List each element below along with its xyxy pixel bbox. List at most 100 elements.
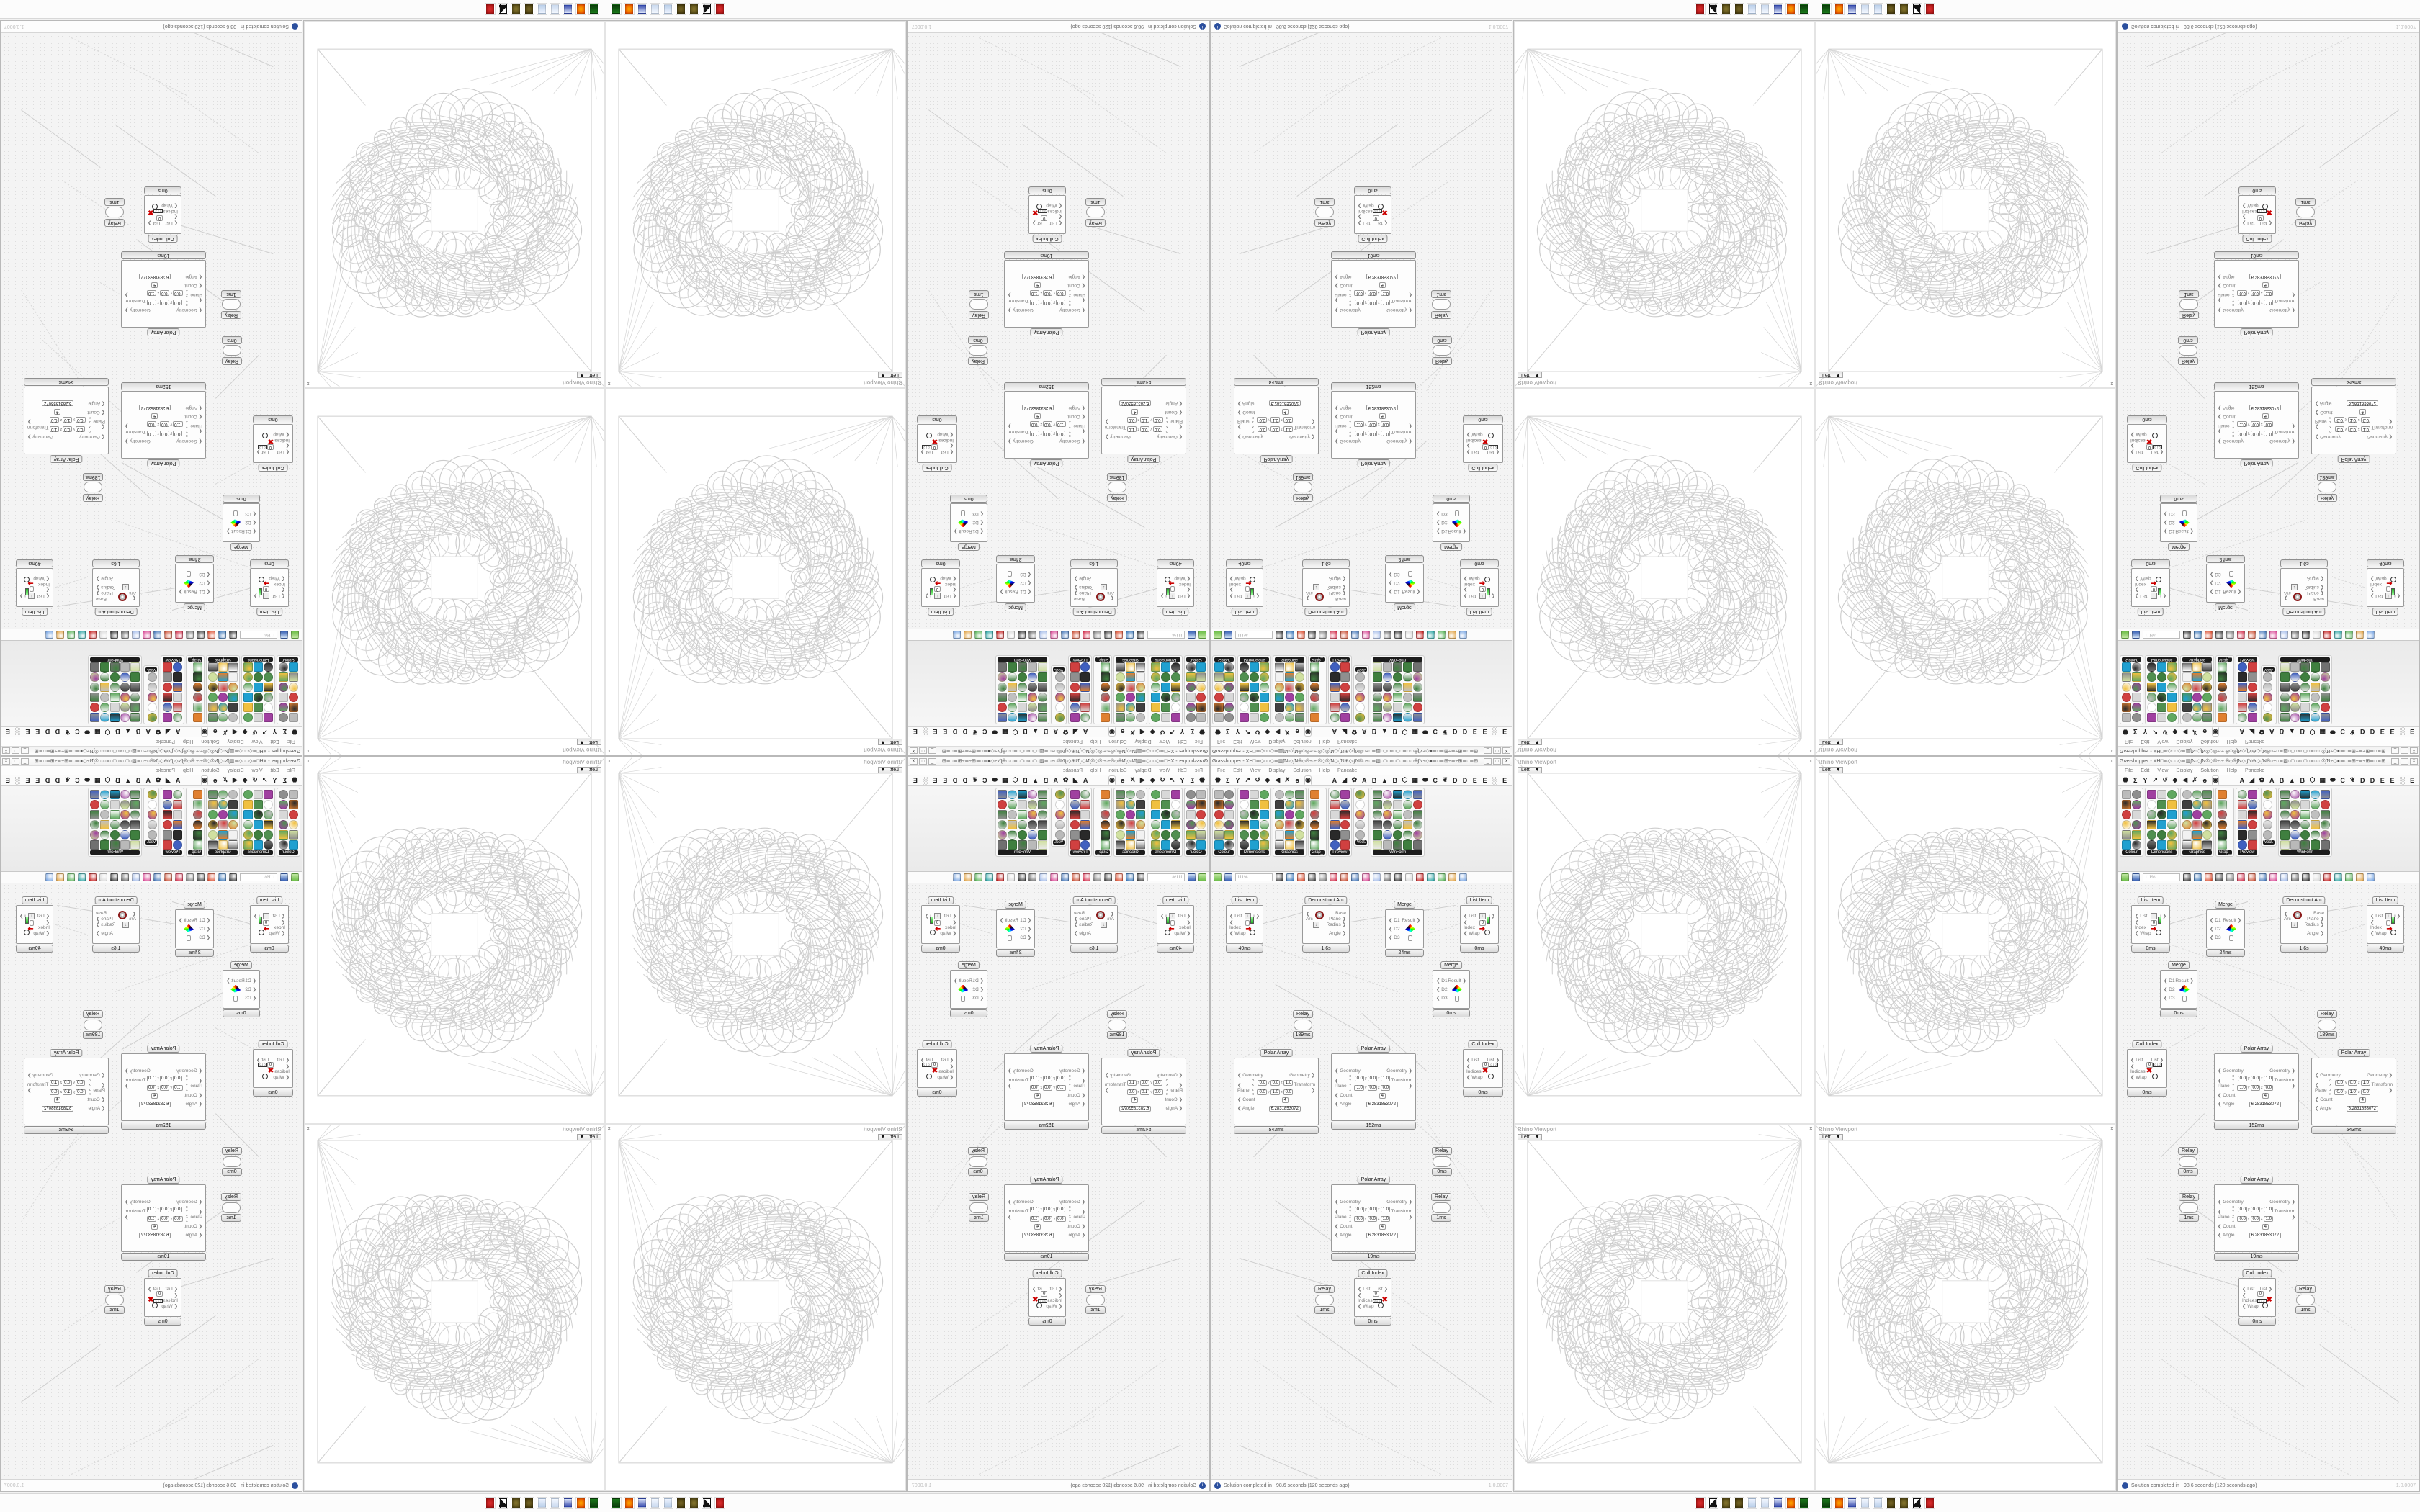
component-icon[interactable] — [2132, 810, 2141, 819]
panel-icon[interactable] — [1340, 631, 1348, 639]
component-icon[interactable] — [163, 810, 173, 819]
component-icon[interactable] — [1007, 830, 1017, 840]
component-tab-9[interactable]: ◉ — [201, 727, 208, 737]
component-icon[interactable] — [109, 800, 120, 809]
angle-value[interactable]: 6.2831853072 — [1119, 400, 1152, 407]
component-tab-r12[interactable]: D — [962, 776, 968, 784]
component-icon[interactable] — [243, 800, 253, 809]
plane-value[interactable]: 0.0 — [173, 431, 183, 436]
viewport-view-selector[interactable]: Left ▼ — [1518, 372, 1542, 378]
component-icon[interactable] — [1250, 693, 1259, 702]
gha-icon[interactable] — [2237, 631, 2245, 639]
node-param-widget[interactable]: 6.2831853072 — [1022, 1232, 1054, 1238]
component-tab-2[interactable]: Y — [2143, 728, 2148, 736]
component-icon[interactable] — [1310, 703, 1319, 712]
component-icon[interactable] — [1037, 713, 1047, 722]
node-body[interactable]: ❮ Geometry Geometry ❯ ❮ Plane o x 0.0 y 0.0 z 1.… — [121, 1053, 206, 1121]
node-param-widget[interactable]: o x 0.0 y 0.0 z 1.0 z x 0.0 y 0.0 z 1.0 — [1349, 1205, 1390, 1223]
component-icon[interactable] — [1101, 840, 1110, 850]
node-param-widget[interactable]: ↓ — [122, 921, 130, 928]
component-icon[interactable] — [2237, 820, 2247, 829]
gh-node-list-item-1[interactable]: List Item ❮ List ↓ i ❯ ❮ Index 0➜ ❮ Wrap 0ms — [1460, 892, 1499, 953]
component-icon[interactable] — [2218, 800, 2227, 809]
component-icon[interactable] — [218, 810, 228, 819]
component-icon[interactable] — [254, 820, 263, 829]
component-icon[interactable] — [2147, 672, 2156, 682]
node-param-widget[interactable]: o x 0.0 y 0.0 z 1.0 z x 0.0 y 1.0 z 0.0 — [50, 415, 91, 434]
component-icon[interactable] — [2280, 810, 2290, 819]
plane-value[interactable]: 0.0 — [1354, 300, 1364, 305]
node-caption[interactable]: Cull Index — [1358, 1269, 1388, 1277]
node-param-widget[interactable]: 6.2831853072 — [1022, 274, 1054, 280]
node-caption[interactable]: Deconstruct Arc — [1304, 608, 1348, 616]
component-tab-8[interactable]: ɵ — [1121, 728, 1125, 736]
component-icon[interactable] — [2311, 703, 2321, 712]
ribbon-group-label[interactable]: Colour — [1214, 850, 1234, 855]
mat2-icon[interactable] — [974, 631, 982, 639]
save-icon[interactable] — [637, 1497, 647, 1509]
plane-value[interactable]: 1.0 — [2263, 300, 2273, 305]
component-icon[interactable] — [1161, 693, 1170, 702]
count-value[interactable]: 4 — [1379, 282, 1386, 289]
component-icon[interactable] — [1260, 683, 1269, 692]
plane-widget[interactable]: o x 0.0 y 0.0 z 1.0 z x 0.0 y 1.0 z 0.0 — [1127, 1079, 1168, 1097]
node-caption[interactable]: List Item — [21, 896, 48, 904]
menu-item-help[interactable]: Help — [182, 768, 194, 773]
component-tab-r3[interactable]: A — [1361, 728, 1367, 736]
node-body[interactable]: ❮ Geometry Geometry ❯ ❮ Plane o x 0.0 y 0.0 z 1.… — [2214, 1053, 2299, 1121]
component-icon[interactable] — [243, 790, 253, 799]
component-icon[interactable] — [2290, 810, 2300, 819]
plane-value[interactable]: 0.0 — [173, 1216, 183, 1222]
plane-value[interactable]: 0.0 — [1257, 417, 1267, 423]
mat3-icon[interactable] — [2356, 631, 2364, 639]
component-tab-r3[interactable]: A — [1053, 728, 1059, 736]
plane-value[interactable]: 0.0 — [1127, 417, 1137, 423]
component-icon[interactable] — [1383, 820, 1393, 829]
node-caption[interactable]: Polar Array — [1357, 1176, 1390, 1184]
component-icon[interactable] — [1310, 810, 1319, 819]
node-param-widget[interactable]: 6.2831853072 — [139, 274, 171, 280]
plane-value[interactable]: 0.0 — [160, 1076, 170, 1081]
plane-value[interactable]: 0.0 — [1367, 1076, 1377, 1081]
component-icon[interactable] — [228, 672, 238, 682]
terminal-icon[interactable] — [588, 3, 599, 15]
component-tab-r5[interactable]: ▲ — [2288, 776, 2295, 784]
preview-icon[interactable] — [2194, 631, 2202, 639]
close-button[interactable]: X — [910, 757, 918, 765]
component-icon[interactable] — [1126, 703, 1135, 712]
component-icon[interactable] — [1027, 800, 1037, 809]
component-icon[interactable] — [109, 840, 120, 850]
ribbon-group-label[interactable]: Preview — [1330, 657, 1350, 662]
mat2-icon[interactable] — [67, 631, 75, 639]
component-icon[interactable] — [2202, 672, 2212, 682]
component-icon[interactable] — [120, 713, 130, 722]
component-icon[interactable] — [279, 703, 288, 712]
component-icon[interactable] — [173, 703, 183, 712]
gh-node-list-item-2[interactable]: List Item ❮ List ↓ i ❯ ❮ Index ➜ ❮ Wrap 49ms — [2367, 559, 2404, 620]
component-icon[interactable] — [2247, 800, 2257, 809]
component-icon[interactable] — [2262, 693, 2272, 702]
indices-value[interactable]: 0 — [2146, 1062, 2154, 1068]
component-tab-r15[interactable]: E — [933, 776, 938, 784]
node-param-widget[interactable] — [1405, 579, 1415, 588]
component-icon[interactable] — [264, 672, 273, 682]
shade2-icon[interactable] — [1405, 631, 1413, 639]
gh-node-list-item-2[interactable]: List Item ❮ List ↓ i ❯ ❮ Index ➜ ❮ Wrap 49ms — [1157, 892, 1194, 953]
component-icon[interactable] — [2147, 713, 2156, 722]
gh-node-polar-array-3[interactable]: Polar Array ❮ Geometry Geometry ❯ ❮ Plane o … — [1331, 251, 1416, 341]
search-icon[interactable] — [1061, 873, 1069, 881]
plane-widget[interactable]: o x 0.0 y 0.0 z 1.0 z x 0.0 y 0.0 z 1.0 — [147, 1205, 188, 1223]
component-icon[interactable] — [1080, 800, 1090, 809]
close-button[interactable]: X — [1502, 757, 1510, 765]
component-icon[interactable] — [2290, 683, 2300, 692]
component-tab-8[interactable]: ɵ — [1295, 728, 1299, 736]
index-value[interactable] — [2386, 919, 2391, 926]
node-param-widget[interactable] — [2182, 510, 2187, 517]
node-caption[interactable]: Cull Index — [1032, 235, 1062, 243]
viewport-close-icon[interactable]: x — [307, 748, 310, 753]
component-icon[interactable] — [218, 713, 228, 722]
component-icon[interactable] — [1151, 810, 1160, 819]
node-caption[interactable]: Relay — [2295, 1285, 2316, 1293]
node-param-widget[interactable]: 6.2831853072 — [42, 1105, 74, 1112]
